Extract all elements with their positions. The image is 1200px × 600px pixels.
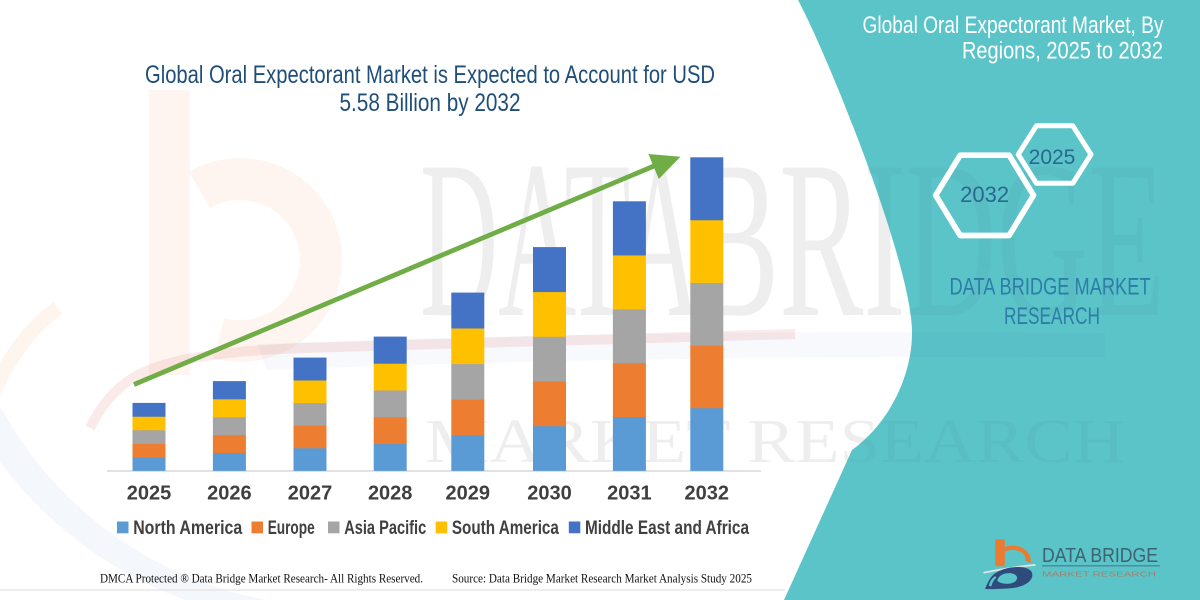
svg-text:2032: 2032 — [685, 483, 730, 505]
svg-text:DMCA Protected ® Data Bridge M: DMCA Protected ® Data Bridge Market Rese… — [100, 571, 423, 586]
svg-text:2032: 2032 — [960, 182, 1009, 207]
svg-text:DATA BRIDGE: DATA BRIDGE — [1042, 544, 1158, 567]
svg-text:Europe: Europe — [268, 518, 315, 539]
svg-text:Source: Data Bridge Market Res: Source: Data Bridge Market Research Mark… — [452, 571, 752, 586]
svg-text:2028: 2028 — [368, 483, 413, 505]
svg-text:Global Oral Expectorant Market: Global Oral Expectorant Market is Expect… — [145, 61, 715, 89]
svg-text:2025: 2025 — [1029, 146, 1076, 169]
svg-text:North America: North America — [133, 518, 242, 539]
svg-text:Global Oral Expectorant Market: Global Oral Expectorant Market, By — [863, 12, 1164, 39]
svg-text:5.58 Billion by 2032: 5.58 Billion by 2032 — [340, 89, 521, 117]
svg-text:2026: 2026 — [207, 483, 252, 505]
svg-text:2031: 2031 — [607, 483, 652, 505]
svg-text:2027: 2027 — [288, 483, 333, 505]
svg-text:MARKET RESEARCH: MARKET RESEARCH — [1042, 572, 1156, 579]
svg-text:2030: 2030 — [527, 483, 572, 505]
svg-text:Asia Pacific: Asia Pacific — [344, 518, 426, 539]
svg-text:2029: 2029 — [446, 483, 491, 505]
svg-text:DATA BRIDGE MARKET: DATA BRIDGE MARKET — [950, 274, 1151, 301]
svg-text:South America: South America — [452, 518, 559, 539]
svg-text:RESEARCH: RESEARCH — [1004, 303, 1100, 330]
svg-text:Middle East and Africa: Middle East and Africa — [585, 518, 749, 539]
svg-text:2025: 2025 — [127, 483, 172, 505]
svg-text:Regions, 2025 to 2032: Regions, 2025 to 2032 — [962, 38, 1163, 65]
